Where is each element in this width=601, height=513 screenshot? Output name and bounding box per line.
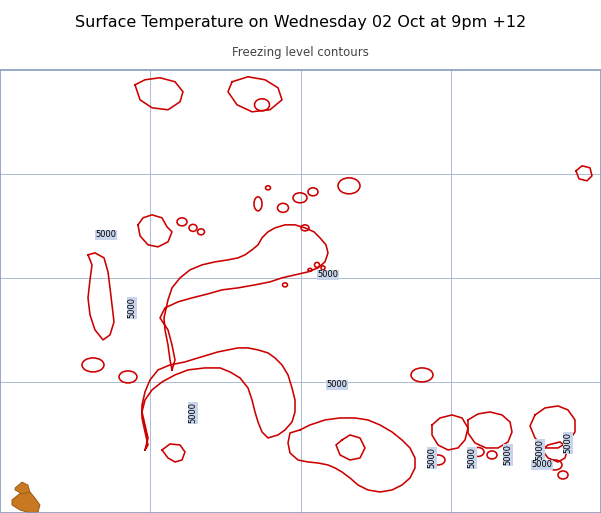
Text: 5000: 5000 — [189, 402, 198, 423]
Text: Surface Temperature on Wednesday 02 Oct at 9pm +12: Surface Temperature on Wednesday 02 Oct … — [75, 15, 526, 30]
Text: 5000: 5000 — [504, 444, 513, 465]
Text: 5000: 5000 — [326, 381, 347, 389]
Text: 5000: 5000 — [127, 298, 136, 319]
Text: 5000: 5000 — [468, 447, 477, 468]
Text: 5000: 5000 — [535, 440, 545, 461]
Text: 5000: 5000 — [564, 432, 573, 453]
Text: 5000: 5000 — [96, 230, 117, 240]
Polygon shape — [12, 490, 40, 513]
Text: 5000: 5000 — [317, 270, 338, 280]
Text: 5000: 5000 — [427, 447, 436, 468]
Text: Freezing level contours: Freezing level contours — [232, 46, 369, 59]
Polygon shape — [15, 482, 30, 494]
Text: 5000: 5000 — [531, 461, 552, 469]
